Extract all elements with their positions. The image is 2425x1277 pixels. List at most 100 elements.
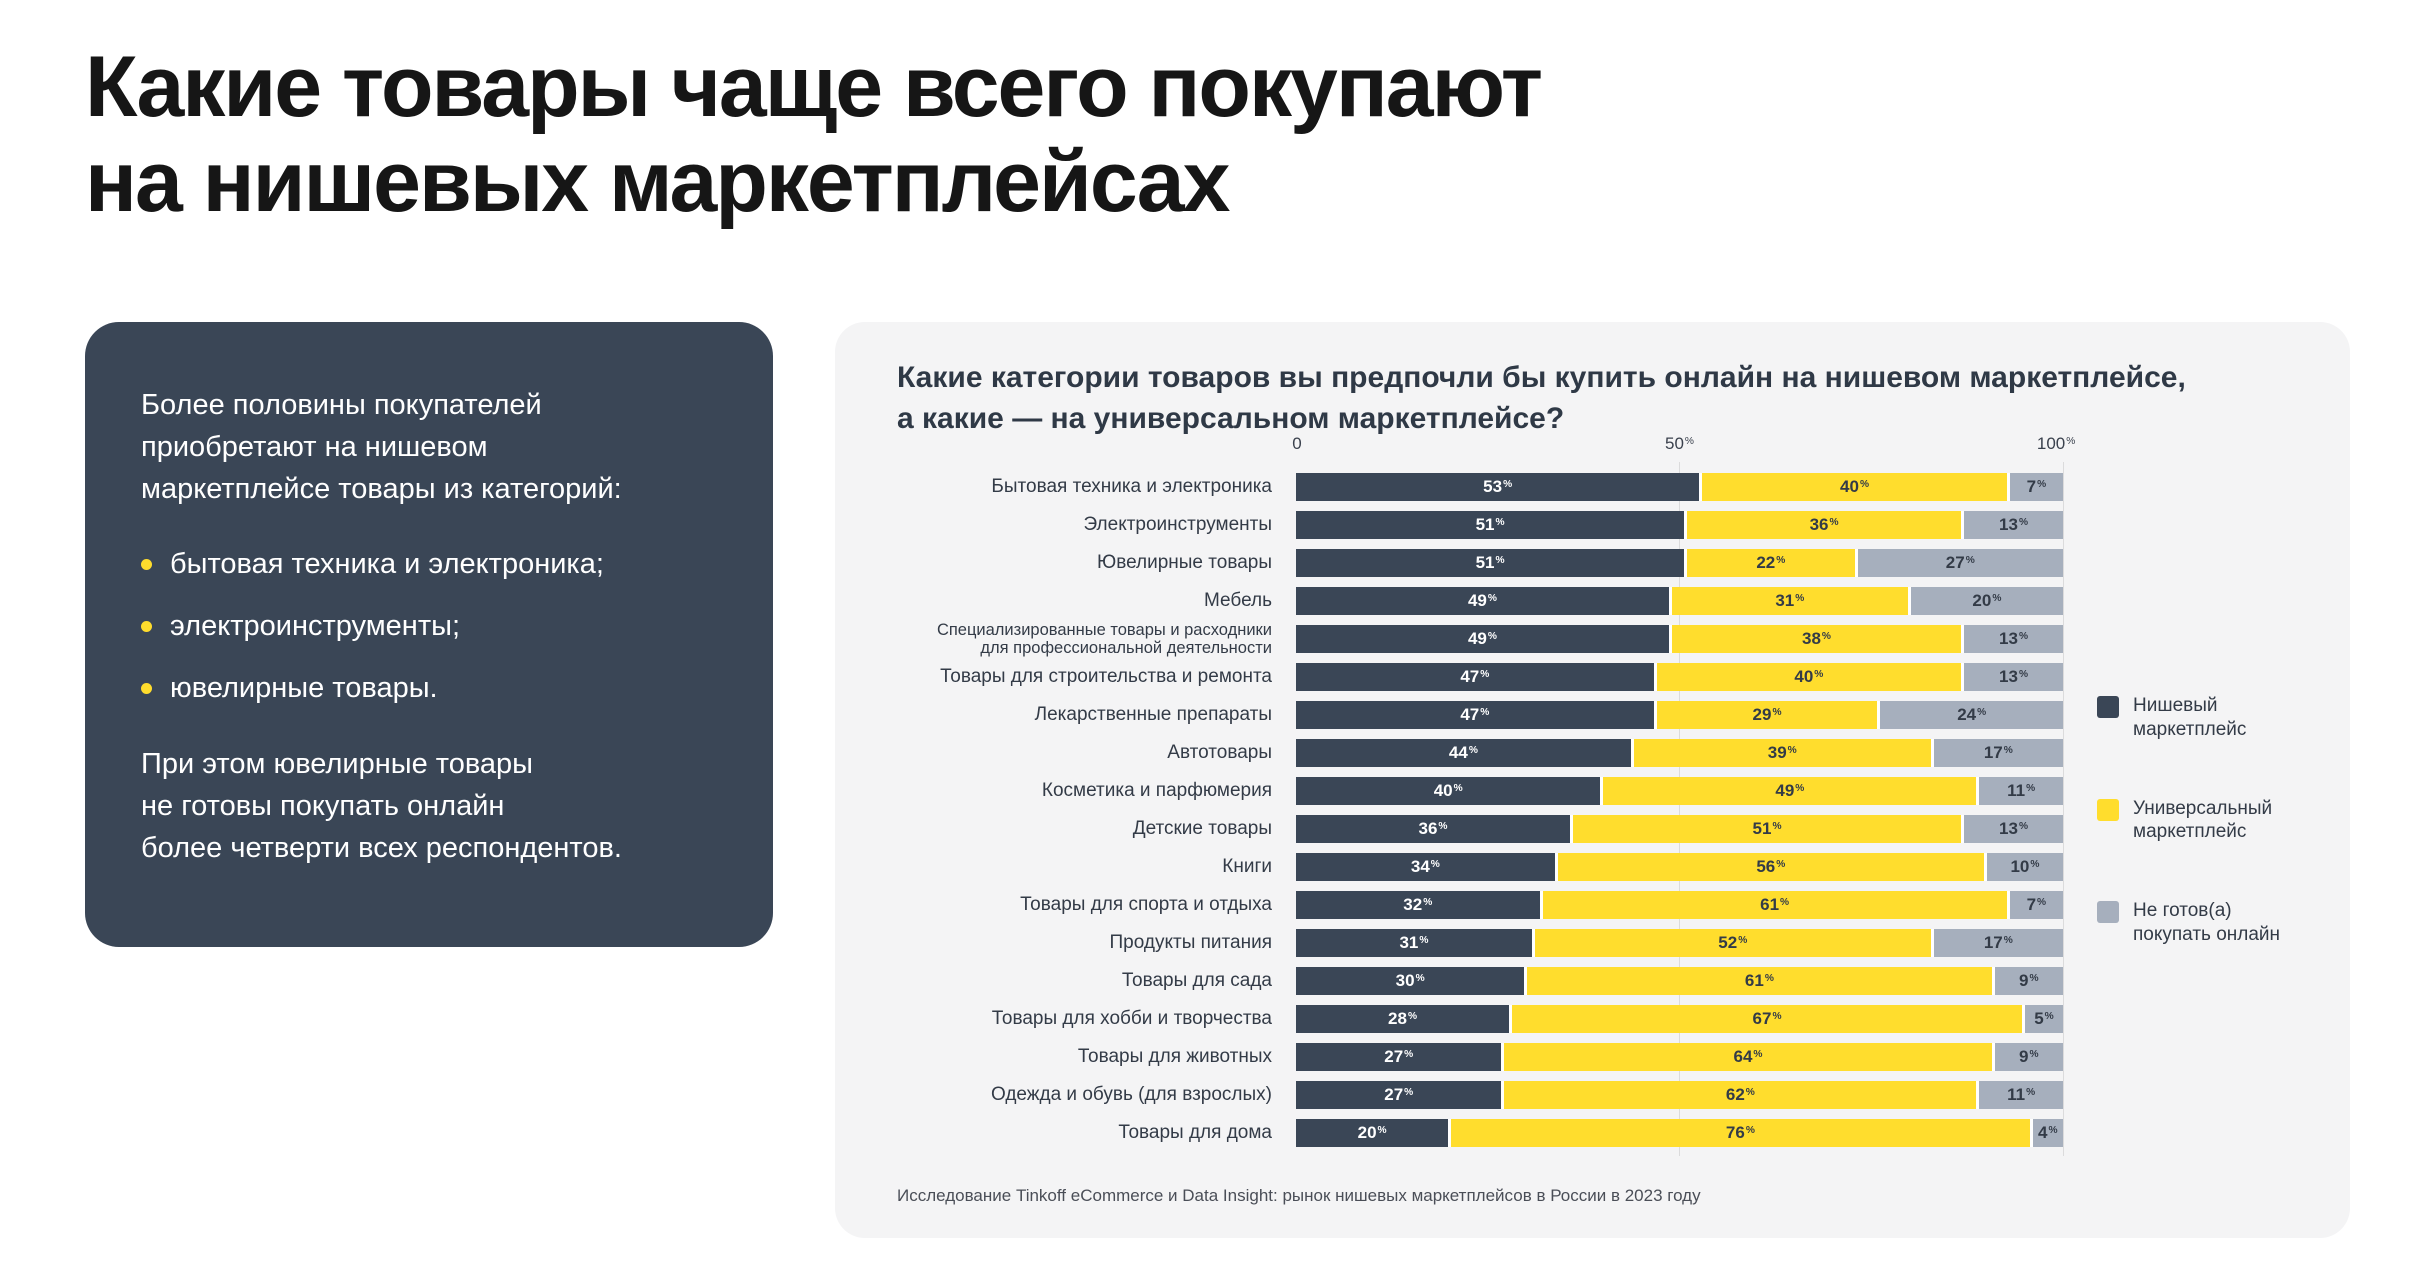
bar-value-label: 47% (1460, 667, 1490, 686)
bar-track: 27% 62% 11% (1296, 1081, 2063, 1109)
bar-value-label: 9% (2018, 1047, 2039, 1066)
percent-sign: % (2066, 436, 2076, 448)
bar-value-label: 36% (1809, 515, 1839, 534)
chart-legend: Нишевый маркетплейс Универсальный маркетп… (2097, 694, 2280, 947)
percent-sign: % (1745, 1125, 1755, 1137)
bar-track: 32% 61% 7% (1296, 891, 2063, 919)
legend-swatch-icon (2097, 798, 2119, 821)
bar-value-label: 27% (1384, 1047, 1414, 1066)
chart-row: Книги 34% 56% 10% (897, 848, 2063, 886)
percent-sign: % (1795, 593, 1805, 605)
bar-value-label: 7% (2026, 895, 2047, 914)
bullet-dot-icon (141, 558, 152, 570)
bar-segment-not-ready: 17% (1933, 929, 2063, 957)
percent-sign: % (1787, 745, 1797, 757)
bar-value-label: 40% (1794, 667, 1824, 686)
bar-value-label: 61% (1760, 895, 1790, 914)
bar-track: 51% 22% 27% (1296, 549, 2063, 577)
percent-sign: % (1377, 1125, 1387, 1137)
category-label: Продукты питания (1109, 932, 1272, 954)
percent-sign: % (1438, 821, 1448, 833)
percent-sign: % (2003, 935, 2013, 947)
bar-segment-universal: 22% (1687, 549, 1855, 577)
bar-segment-universal: 64% (1504, 1043, 1992, 1071)
percent-sign: % (2018, 821, 2029, 833)
bar-segment-niche: 30% (1296, 967, 1525, 995)
chart-row: Специализированные товары и расходники д… (897, 620, 2064, 658)
bar-segment-universal: 52% (1534, 929, 1931, 957)
bar-value-label: 32% (1403, 895, 1433, 914)
category-label: Детские товары (1132, 818, 1272, 840)
legend-item: Универсальный маркетплейс (2097, 797, 2280, 845)
bar-value-label: 39% (1767, 743, 1797, 762)
bullet-text: бытовая техника и электроника; (170, 548, 604, 581)
bar-segment-not-ready: 9% (1994, 1043, 2063, 1071)
percent-sign: % (1738, 935, 1748, 947)
bar-segment-not-ready: 5% (2024, 1005, 2063, 1033)
bar-segment-not-ready: 10% (1986, 853, 2063, 881)
bar-segment-not-ready: 13% (1964, 815, 2063, 843)
bar-track: 34% 56% 10% (1296, 853, 2063, 881)
bar-segment-universal: 61% (1527, 967, 1992, 995)
bar-segment-universal: 38% (1671, 625, 1962, 653)
percent-sign: % (1772, 821, 1782, 833)
bar-value-label: 13% (1999, 819, 2029, 838)
bar-value-label: 20% (1972, 591, 2002, 610)
bar-track: 53% 40% 7% (1296, 473, 2063, 501)
callout-bullet-list: бытовая техника и электроника; электроинс… (141, 543, 717, 709)
bar-value-label: 31% (1399, 933, 1429, 952)
bar-value-label: 49% (1467, 591, 1497, 610)
chart-rows: Бытовая техника и электроника 53% 40% 7% Эле… (897, 468, 2064, 1152)
legend-item: Нишевый маркетплейс (2097, 694, 2280, 742)
percent-sign: % (1821, 631, 1831, 643)
category-label: Мебель (1204, 590, 1272, 612)
chart-row: Товары для спорта и отдыха 32% 61% 7% (897, 886, 2063, 924)
legend-label: Универсальный маркетплейс (2133, 797, 2273, 843)
bar-segment-niche: 32% (1296, 891, 1540, 919)
percent-sign: % (1776, 555, 1786, 567)
chart-row: Бытовая техника и электроника 53% 40% 7% (897, 468, 2063, 506)
percent-sign: % (2037, 479, 2047, 491)
chart-row: Автотовары 44% 39% 17% (897, 734, 2064, 772)
bar-value-label: 56% (1756, 857, 1786, 876)
chart-row: Одежда и обувь (для взрослых) 27% 62% 11% (897, 1076, 2063, 1114)
bar-segment-universal: 62% (1504, 1081, 1977, 1109)
legend-label: Нишевый маркетплейс (2133, 695, 2247, 740)
category-label: Товары для дома (1118, 1122, 1272, 1144)
bar-segment-niche: 49% (1296, 587, 1669, 615)
bar-track: 36% 51% 13% (1296, 815, 2063, 843)
category-label: Специализированные товары и расходники д… (936, 620, 1272, 657)
bar-value-label: 7% (2026, 477, 2047, 496)
callout-bullet: электроинструменты; (141, 605, 717, 647)
percent-sign: % (2018, 517, 2029, 529)
bar-value-label: 24% (1957, 705, 1987, 724)
chart-row: Товары для строительства и ремонта 47% 40%… (897, 658, 2064, 696)
chart-question-line2: а какие — на универсальном маркетплейсе? (897, 401, 1565, 435)
bar-segment-not-ready: 7% (2009, 473, 2063, 501)
bar-segment-niche: 51% (1296, 549, 1685, 577)
bar-segment-niche: 20% (1296, 1119, 1449, 1147)
percent-sign: % (1468, 745, 1478, 757)
bullet-dot-icon (141, 620, 152, 632)
axis-tick-100: 100% (2036, 434, 2076, 453)
bar-track: 49% 38% 13% (1296, 625, 2064, 653)
percent-sign: % (1795, 783, 1805, 795)
bar-segment-niche: 51% (1296, 511, 1685, 539)
percent-sign: % (2037, 897, 2047, 909)
bar-value-label: 64% (1733, 1047, 1763, 1066)
bar-value-label: 11% (2007, 1085, 2036, 1104)
percent-sign: % (1814, 669, 1824, 681)
bar-track: 31% 52% 17% (1296, 929, 2063, 957)
bar-value-label: 36% (1418, 819, 1448, 838)
bar-segment-universal: 49% (1603, 777, 1977, 805)
chart-row: Детские товары 36% 51% 13% (897, 810, 2063, 848)
bar-value-label: 38% (1801, 629, 1831, 648)
chart-row: Товары для дома 20% 76% 4% (897, 1114, 2063, 1152)
chart-row: Мебель 49% 31% 20% (897, 582, 2063, 620)
category-label: Товары для хобби и творчества (991, 1008, 1272, 1030)
chart-row: Продукты питания 31% 52% 17% (897, 924, 2063, 962)
bar-value-label: 29% (1752, 705, 1782, 724)
bar-segment-not-ready: 13% (1964, 511, 2063, 539)
bar-value-label: 40% (1433, 781, 1463, 800)
category-label: Товары для спорта и отдыха (1020, 894, 1272, 916)
